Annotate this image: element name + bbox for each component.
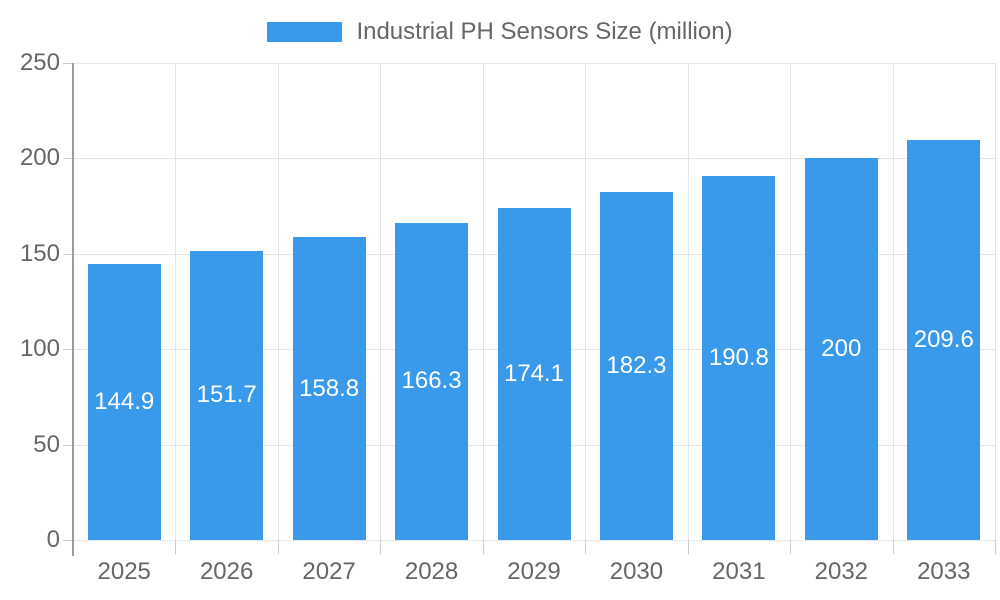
bar[interactable] — [804, 158, 878, 540]
x-axis-tick-label: 2031 — [712, 558, 766, 585]
x-axis-tick-label: 2027 — [302, 558, 356, 585]
x-tick-mark — [995, 540, 996, 554]
x-gridline — [482, 63, 484, 540]
x-gridline — [995, 63, 996, 540]
x-tick-mark — [892, 540, 894, 554]
bar[interactable] — [497, 207, 571, 540]
x-gridline — [277, 63, 279, 540]
y-axis-tick-label: 100 — [19, 335, 60, 363]
y-tick-mark — [63, 540, 73, 541]
legend-swatch — [267, 22, 343, 42]
bar[interactable] — [702, 175, 776, 540]
y-axis-line — [72, 63, 74, 556]
y-gridline — [73, 158, 995, 160]
x-gridline — [790, 63, 792, 540]
y-gridline — [73, 63, 995, 64]
x-axis-tick-label: 2025 — [97, 558, 151, 585]
x-gridline — [380, 63, 382, 540]
x-tick-mark — [585, 540, 587, 554]
legend-label: Industrial PH Sensors Size (million) — [356, 18, 733, 45]
y-axis-tick-label: 200 — [19, 144, 60, 172]
x-axis-tick-label: 2028 — [404, 558, 459, 585]
x-axis-tick-label: 2032 — [814, 558, 869, 585]
bar[interactable] — [907, 140, 981, 540]
x-gridline — [687, 63, 689, 540]
x-tick-mark — [687, 540, 689, 554]
legend[interactable]: Industrial PH Sensors Size (million) — [0, 18, 1000, 46]
x-tick-mark — [482, 540, 484, 554]
bar[interactable] — [292, 237, 366, 540]
x-axis-tick-label: 2033 — [917, 558, 971, 585]
x-tick-mark — [790, 540, 792, 554]
x-axis-tick-label: 2029 — [507, 558, 561, 585]
y-axis-tick-label: 50 — [33, 430, 60, 458]
bar[interactable] — [395, 222, 469, 540]
bar[interactable] — [599, 192, 673, 540]
y-tick-mark — [63, 349, 73, 351]
x-tick-mark — [277, 540, 279, 554]
x-axis-tick-label: 2026 — [199, 558, 254, 585]
y-tick-mark — [63, 158, 73, 160]
x-gridline — [585, 63, 587, 540]
x-gridline — [175, 63, 177, 540]
y-tick-mark — [63, 444, 73, 446]
bar[interactable] — [190, 250, 264, 540]
x-gridline — [892, 63, 894, 540]
y-axis-tick-label: 250 — [19, 49, 60, 76]
y-tick-mark — [63, 63, 73, 64]
x-tick-mark — [380, 540, 382, 554]
y-axis-tick-label: 150 — [19, 239, 60, 267]
bar[interactable] — [87, 263, 161, 540]
y-tick-mark — [63, 253, 73, 255]
x-tick-mark — [175, 540, 177, 554]
y-gridline — [73, 540, 995, 541]
y-axis-tick-label: 0 — [46, 526, 60, 553]
x-axis-tick-label: 2030 — [609, 558, 664, 585]
